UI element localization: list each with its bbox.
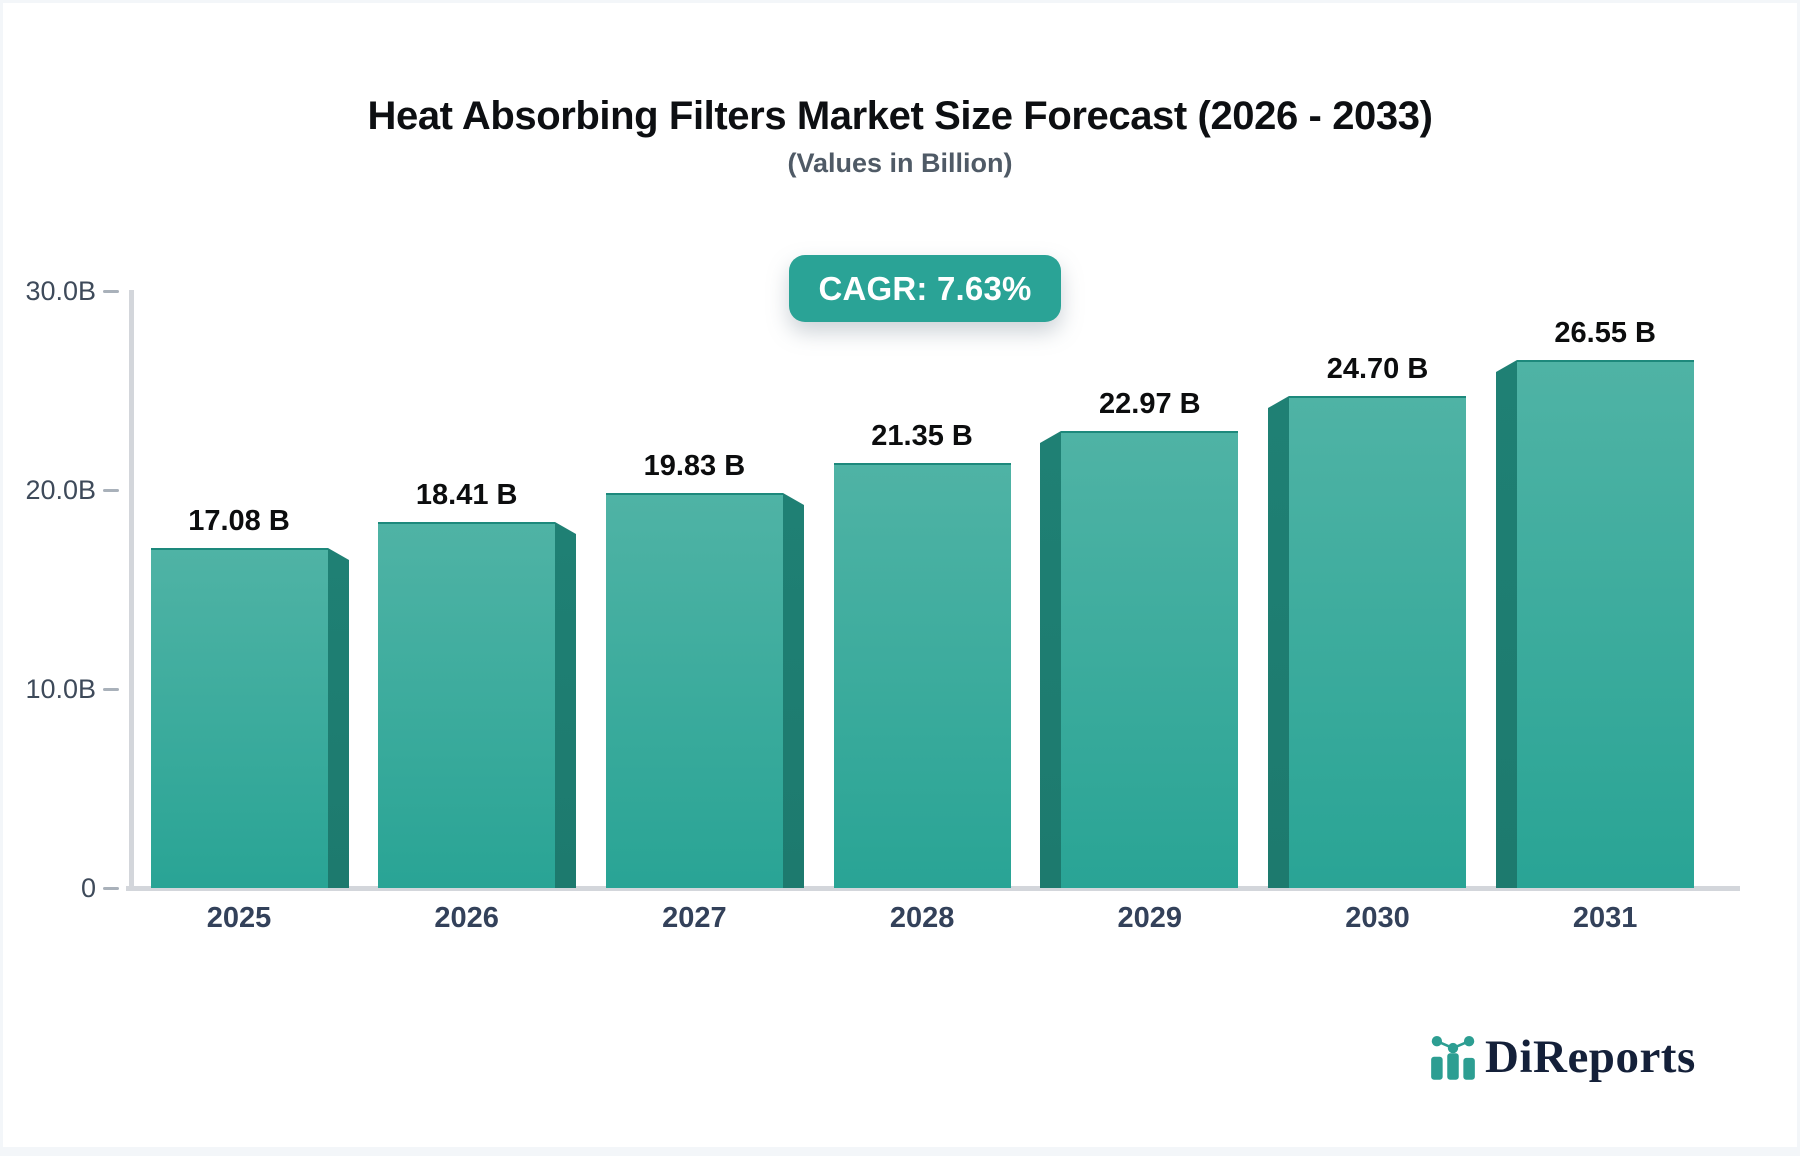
y-axis-tick: [103, 687, 119, 691]
bar-value-label: 18.41 B: [415, 479, 518, 511]
bar-2028: [834, 463, 1011, 888]
x-axis-label: 2025: [206, 902, 272, 934]
bar-side-panel-2026: [555, 522, 576, 888]
x-axis-label: 2031: [1572, 902, 1638, 934]
y-axis-label: 0: [80, 873, 96, 903]
bar-2029: [1061, 431, 1238, 888]
y-axis-tick: [103, 488, 119, 492]
bar-2025: [151, 548, 328, 888]
bar-2031: [1517, 360, 1694, 888]
bar-value-label: 26.55 B: [1554, 317, 1656, 349]
y-axis-tick: [103, 289, 119, 293]
chart-title: Heat Absorbing Filters Market Size Forec…: [367, 94, 1433, 138]
y-axis-tick: [103, 886, 119, 890]
bar-side-panel-2031: [1496, 360, 1517, 888]
cagr-badge: CAGR: 7.63%: [789, 255, 1061, 322]
bar-2030: [1289, 396, 1466, 888]
bar-side-panel-2029: [1040, 431, 1061, 888]
bar-value-label: 17.08 B: [188, 505, 290, 537]
bar-side-panel-2027: [783, 493, 804, 888]
bar-side-panel-2030: [1268, 396, 1289, 888]
bar-side-panel-2025: [328, 548, 349, 888]
bar-value-label: 19.83 B: [643, 450, 746, 482]
x-axis-label: 2026: [434, 902, 499, 934]
mini-bar-chart-logo-icon: [1431, 1036, 1475, 1080]
bar-value-label: 22.97 B: [1099, 388, 1201, 420]
x-axis-line: [126, 886, 1740, 891]
bar-2027: [606, 493, 783, 888]
brand-logo: DiReports: [1430, 1030, 1696, 1083]
y-axis-line: [129, 290, 134, 891]
x-axis-label: 2028: [889, 902, 955, 934]
y-axis-label: 30.0B: [25, 276, 96, 306]
y-axis-label: 20.0B: [25, 475, 96, 505]
bar-2026: [378, 522, 555, 888]
x-axis-label: 2030: [1345, 902, 1410, 934]
cagr-badge-label: CAGR: 7.63%: [818, 269, 1032, 307]
x-axis-label: 2027: [662, 902, 727, 934]
brand-logo-text: DiReports: [1485, 1031, 1696, 1083]
x-axis-label: 2029: [1117, 902, 1183, 934]
y-axis-label: 10.0B: [25, 674, 96, 704]
bar-value-label: 21.35 B: [871, 420, 973, 452]
bar-value-label: 24.70 B: [1326, 353, 1429, 385]
chart-subtitle: (Values in Billion): [787, 148, 1013, 178]
